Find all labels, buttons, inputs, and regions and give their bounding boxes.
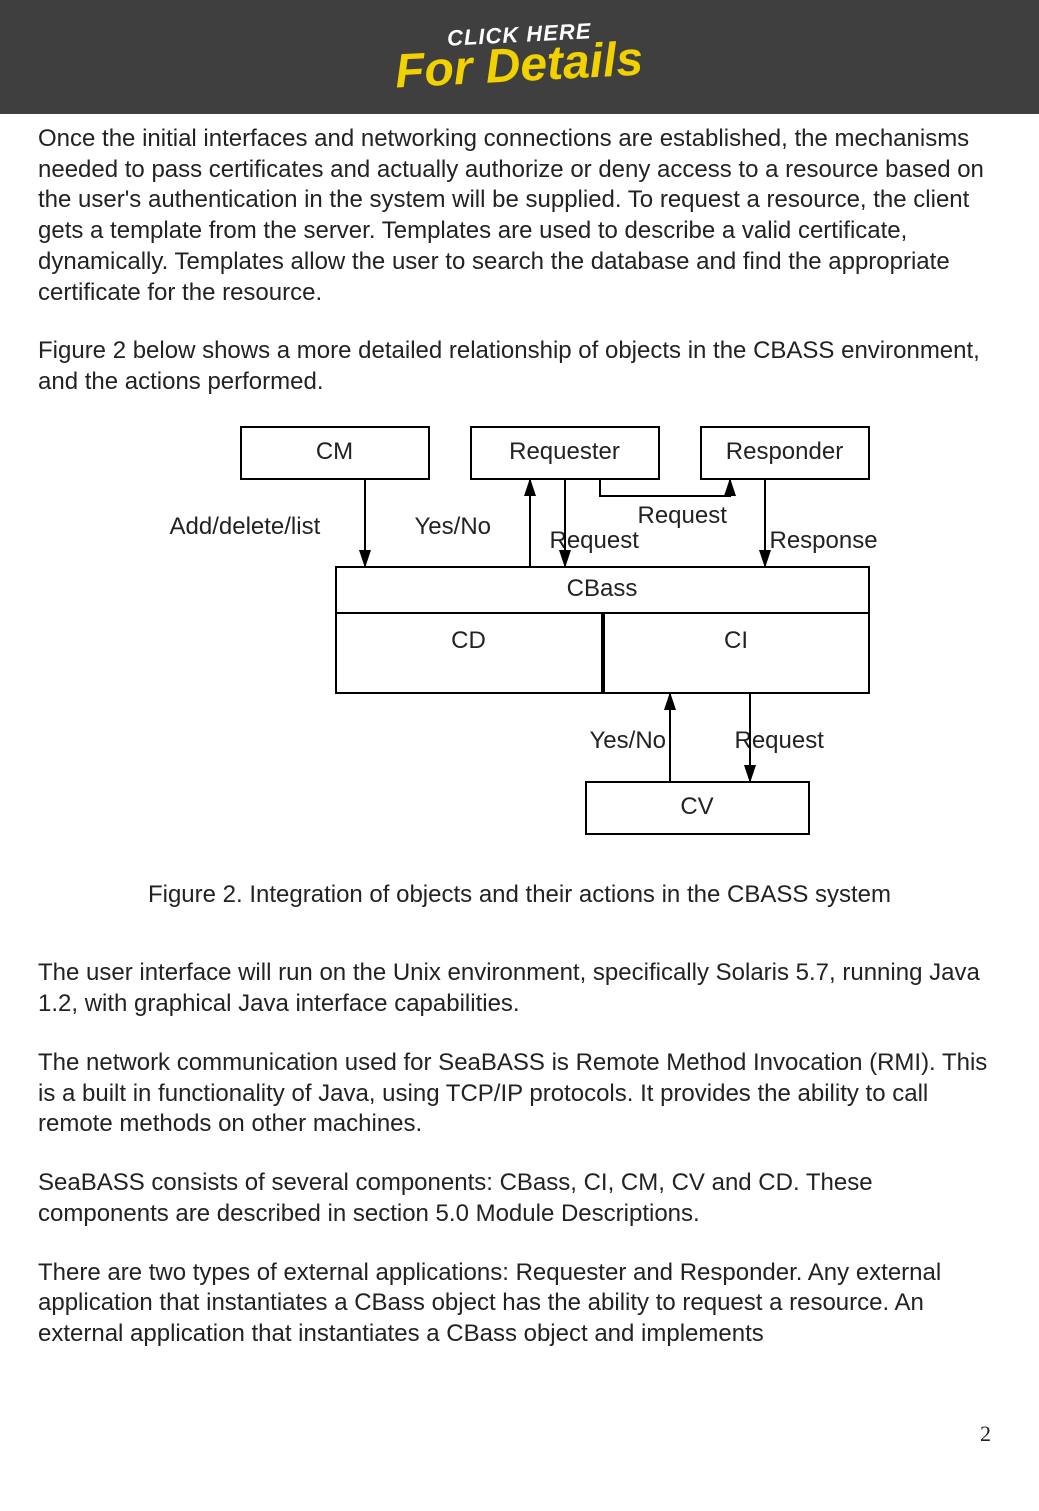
figure-2-diagram: CM Requester Responder CBass CD CI CV Ad… <box>170 426 870 846</box>
paragraph-4: The network communication used for SeaBA… <box>38 1048 1001 1140</box>
label-add-delete-list: Add/delete/list <box>170 512 321 543</box>
page-number: 2 <box>38 1420 1001 1448</box>
paragraph-1: Once the initial interfaces and networki… <box>38 124 1001 308</box>
paragraph-3: The user interface will run on the Unix … <box>38 958 1001 1019</box>
node-requester: Requester <box>470 426 660 480</box>
paragraph-6: There are two types of external applicat… <box>38 1258 1001 1350</box>
page-content: Once the initial interfaces and networki… <box>0 114 1039 1488</box>
paragraph-5: SeaBASS consists of several components: … <box>38 1168 1001 1229</box>
label-request-bottom: Request <box>735 726 824 757</box>
label-request-inner: Request <box>550 526 639 557</box>
paragraph-2: Figure 2 below shows a more detailed rel… <box>38 336 1001 397</box>
node-responder: Responder <box>700 426 870 480</box>
banner[interactable]: CLICK HERE For Details <box>0 0 1039 114</box>
node-ci: CI <box>603 614 870 694</box>
node-cm: CM <box>240 426 430 480</box>
label-yes-no-bottom: Yes/No <box>590 726 667 757</box>
figure-2-caption: Figure 2. Integration of objects and the… <box>38 880 1001 911</box>
node-cd: CD <box>335 614 603 694</box>
label-response: Response <box>770 526 878 557</box>
label-request-top: Request <box>638 501 727 532</box>
node-cbass: CBass <box>335 566 870 614</box>
node-cv: CV <box>585 781 810 835</box>
label-yes-no-top: Yes/No <box>415 512 492 543</box>
banner-bottom-text: For Details <box>394 36 644 97</box>
